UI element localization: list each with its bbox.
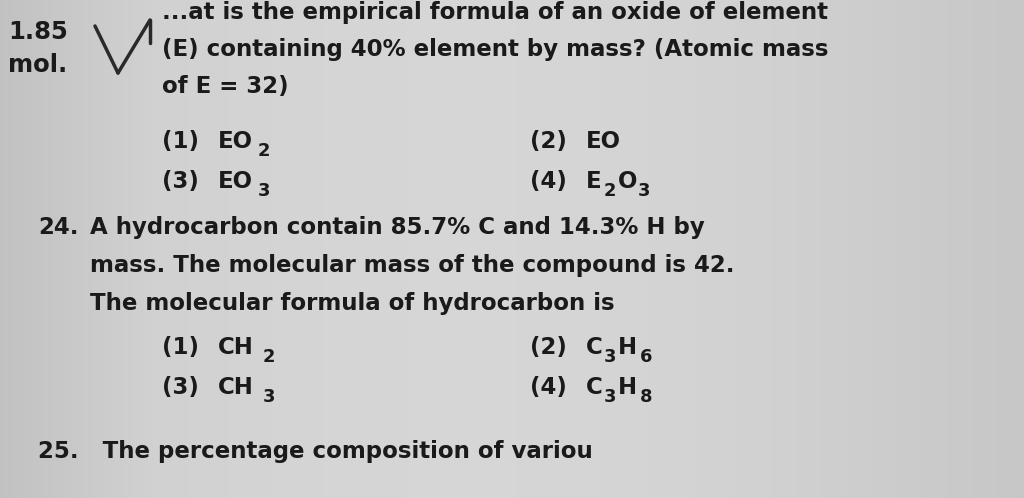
Text: The molecular formula of hydrocarbon is: The molecular formula of hydrocarbon is	[90, 292, 614, 315]
Text: C: C	[586, 376, 603, 399]
Text: 3: 3	[604, 388, 616, 406]
Text: 2: 2	[604, 182, 616, 200]
Text: 3: 3	[638, 182, 650, 200]
Text: O: O	[618, 170, 637, 193]
Text: C: C	[586, 336, 603, 359]
Text: (1): (1)	[162, 130, 199, 153]
Text: 3: 3	[263, 388, 275, 406]
Text: CH: CH	[218, 376, 254, 399]
Text: (4): (4)	[530, 376, 567, 399]
Text: H: H	[618, 376, 637, 399]
Text: 25.   The percentage composition of variou: 25. The percentage composition of variou	[38, 440, 593, 463]
Text: 3: 3	[604, 348, 616, 366]
Text: 2: 2	[263, 348, 275, 366]
Text: 6: 6	[640, 348, 652, 366]
Text: EO: EO	[218, 170, 253, 193]
Text: (4): (4)	[530, 170, 567, 193]
Text: EO: EO	[218, 130, 253, 153]
Text: 24.: 24.	[38, 216, 79, 239]
Text: ...at is the empirical formula of an oxide of element: ...at is the empirical formula of an oxi…	[162, 1, 828, 24]
Text: H: H	[618, 336, 637, 359]
Text: 3: 3	[258, 182, 270, 200]
Text: 2: 2	[258, 142, 270, 160]
Text: EO: EO	[586, 130, 621, 153]
Text: A hydrocarbon contain 85.7% C and 14.3% H by: A hydrocarbon contain 85.7% C and 14.3% …	[90, 216, 705, 239]
Text: of E = 32): of E = 32)	[162, 75, 289, 98]
Text: (3): (3)	[162, 376, 199, 399]
Text: 8: 8	[640, 388, 652, 406]
Text: CH: CH	[218, 336, 254, 359]
Text: mass. The molecular mass of the compound is 42.: mass. The molecular mass of the compound…	[90, 254, 734, 277]
Text: mol.: mol.	[8, 53, 68, 77]
Text: (E) containing 40% element by mass? (Atomic mass: (E) containing 40% element by mass? (Ato…	[162, 38, 828, 61]
Text: (2): (2)	[530, 130, 567, 153]
Text: (3): (3)	[162, 170, 199, 193]
Text: 1.85: 1.85	[8, 20, 68, 44]
Text: (2): (2)	[530, 336, 567, 359]
Text: (1): (1)	[162, 336, 199, 359]
Text: E: E	[586, 170, 602, 193]
